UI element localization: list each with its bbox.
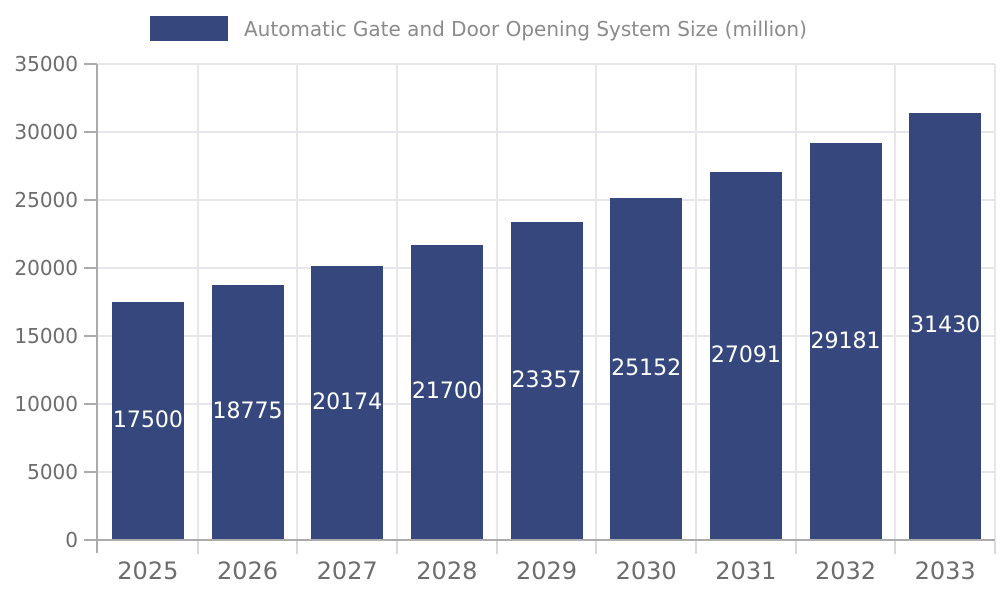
y-axis-spine <box>96 64 98 553</box>
x-tick-mark <box>894 541 897 554</box>
x-tick-mark <box>794 541 797 554</box>
bar <box>510 222 583 540</box>
y-tick-label: 20000 <box>14 256 78 280</box>
y-tick-label: 30000 <box>14 120 78 144</box>
x-tick-label: 2031 <box>715 557 777 585</box>
y-tick-label: 0 <box>65 528 78 552</box>
bar-value-label: 27091 <box>710 342 781 368</box>
x-tick-mark <box>495 541 498 554</box>
v-gridline <box>894 64 897 540</box>
y-tick-label: 10000 <box>14 392 78 416</box>
bar <box>211 284 284 540</box>
y-tick-label: 35000 <box>14 52 78 76</box>
x-tick-mark <box>196 541 199 554</box>
x-axis-spine <box>84 539 995 541</box>
bar-value-label: 18775 <box>212 399 283 425</box>
h-gridline <box>98 63 995 65</box>
bar <box>410 244 483 540</box>
h-gridline <box>98 199 995 201</box>
y-tick-mark <box>84 131 97 133</box>
v-gridline <box>296 64 299 540</box>
y-tick-mark <box>84 403 97 405</box>
v-gridline <box>595 64 598 540</box>
x-tick-label: 2025 <box>117 557 179 585</box>
legend-swatch <box>150 16 228 41</box>
y-tick-mark <box>84 471 97 473</box>
bar <box>809 143 882 540</box>
y-tick-mark <box>84 63 97 65</box>
chart-legend: Automatic Gate and Door Opening System S… <box>150 16 807 41</box>
x-tick-label: 2030 <box>615 557 677 585</box>
bar-value-label: 17500 <box>112 408 183 433</box>
y-tick-label: 15000 <box>14 324 78 348</box>
y-tick-label: 25000 <box>14 188 78 212</box>
x-tick-label: 2033 <box>914 557 976 585</box>
x-tick-mark <box>396 541 398 554</box>
v-gridline <box>695 64 697 540</box>
bar-value-label: 25152 <box>611 355 682 381</box>
bar <box>909 112 982 540</box>
h-gridline <box>98 131 995 133</box>
y-tick-mark <box>84 199 97 201</box>
bar <box>709 171 782 540</box>
y-tick-mark <box>84 335 97 337</box>
x-tick-label: 2028 <box>416 557 478 585</box>
x-tick-label: 2027 <box>316 557 378 585</box>
x-tick-mark <box>994 541 996 554</box>
bar-value-label: 20174 <box>312 389 383 415</box>
v-gridline <box>396 64 398 540</box>
bar-value-label: 29181 <box>810 328 881 354</box>
v-gridline <box>994 64 996 540</box>
v-gridline <box>196 64 199 540</box>
v-gridline <box>495 64 498 540</box>
bar-value-label: 23357 <box>511 368 582 394</box>
bar <box>311 265 384 540</box>
x-tick-label: 2032 <box>814 557 877 585</box>
bar-value-label: 31430 <box>910 313 981 339</box>
x-tick-label: 2029 <box>515 557 578 585</box>
v-gridline <box>794 64 797 540</box>
x-tick-mark <box>695 541 697 554</box>
bar <box>111 302 184 540</box>
y-tick-mark <box>84 267 97 269</box>
legend-label: Automatic Gate and Door Opening System S… <box>244 16 807 41</box>
x-tick-mark <box>595 541 598 554</box>
x-tick-label: 2026 <box>216 557 279 585</box>
y-tick-label: 5000 <box>27 460 78 484</box>
x-tick-mark <box>296 541 299 554</box>
bar <box>610 197 683 540</box>
bar-value-label: 21700 <box>411 379 482 405</box>
